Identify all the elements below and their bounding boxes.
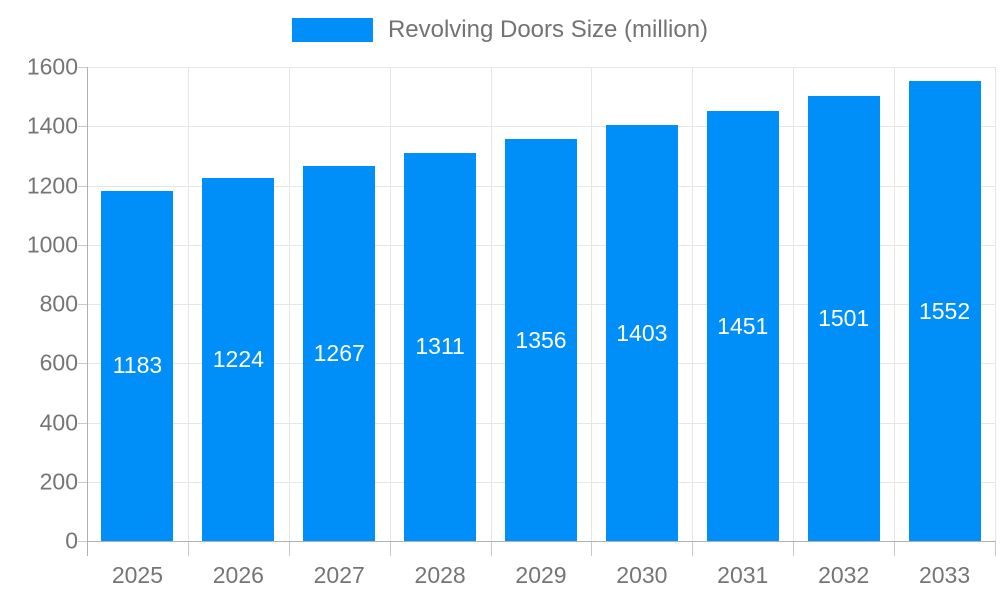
y-tick-label: 0 <box>65 527 78 554</box>
x-tick-label: 2031 <box>717 562 769 588</box>
gridline-vertical <box>187 67 189 541</box>
y-axis-tick <box>78 481 87 483</box>
bar: 1356 <box>505 139 577 541</box>
y-tick-label: 600 <box>39 349 78 376</box>
y-axis-tick <box>78 67 87 68</box>
gridline-vertical <box>793 67 795 541</box>
x-axis-tick <box>692 541 694 556</box>
gridline-vertical <box>389 67 391 541</box>
x-axis-tick <box>288 541 290 556</box>
x-tick-label: 2026 <box>212 562 264 588</box>
x-tick-label: 2028 <box>414 562 466 588</box>
bar: 1267 <box>303 165 376 541</box>
gridline-vertical <box>591 67 593 541</box>
y-axis-tick <box>78 185 87 187</box>
x-tick-label: 2030 <box>616 562 668 588</box>
x-axis-tick <box>894 541 896 556</box>
bar: 1183 <box>101 190 174 541</box>
bar-value-label: 1451 <box>717 312 769 339</box>
bar: 1224 <box>202 178 275 541</box>
x-tick-label: 2025 <box>111 562 164 588</box>
y-axis-tick <box>78 541 87 542</box>
x-axis-tick <box>389 541 391 556</box>
bar-value-label: 1403 <box>616 319 668 346</box>
x-tick-label: 2029 <box>515 562 567 588</box>
y-tick-label: 1600 <box>26 53 78 80</box>
gridline-vertical <box>894 67 896 541</box>
x-axis-tick <box>591 541 593 556</box>
x-axis-tick <box>490 541 492 556</box>
gridline-vertical <box>692 67 694 541</box>
x-tick-label: 2027 <box>313 562 365 588</box>
bar-value-label: 1552 <box>918 297 971 324</box>
gridline-horizontal <box>87 126 995 128</box>
bar-value-label: 1267 <box>313 339 365 366</box>
gridline-vertical <box>490 67 492 541</box>
y-axis-tick <box>78 422 87 424</box>
bar: 1552 <box>908 81 981 541</box>
y-axis-tick <box>78 363 87 365</box>
gridline-vertical <box>995 67 996 541</box>
y-axis-tick <box>78 126 87 128</box>
y-axis-tick <box>78 244 87 246</box>
x-axis-tick <box>793 541 795 556</box>
bar-value-label: 1356 <box>515 326 567 353</box>
y-tick-label: 200 <box>39 468 78 495</box>
x-axis-line <box>87 541 995 542</box>
legend-swatch <box>291 18 373 42</box>
y-tick-label: 1000 <box>26 231 78 258</box>
gridline-horizontal <box>87 67 995 68</box>
y-tick-label: 1400 <box>26 112 78 139</box>
y-tick-label: 800 <box>39 290 78 317</box>
gridline-vertical <box>288 67 290 541</box>
bar-value-label: 1311 <box>415 333 465 360</box>
bar-value-label: 1224 <box>212 346 264 373</box>
x-axis-tick <box>187 541 189 556</box>
y-axis-tick <box>78 304 87 305</box>
y-tick-label: 400 <box>39 409 78 435</box>
legend-label: Revolving Doors Size (million) <box>387 16 709 43</box>
bar: 1403 <box>605 125 678 541</box>
x-tick-label: 2033 <box>918 562 971 588</box>
bar-value-label: 1183 <box>112 352 163 379</box>
bar: 1451 <box>706 111 779 541</box>
x-axis-tick <box>995 541 996 556</box>
y-tick-label: 1200 <box>26 172 78 198</box>
legend[interactable]: Revolving Doors Size (million) <box>291 16 709 44</box>
bar-value-label: 1501 <box>818 305 870 332</box>
x-tick-label: 2032 <box>818 562 870 588</box>
y-axis-line <box>87 67 88 556</box>
bar: 1311 <box>404 152 477 541</box>
bar: 1501 <box>807 96 880 541</box>
